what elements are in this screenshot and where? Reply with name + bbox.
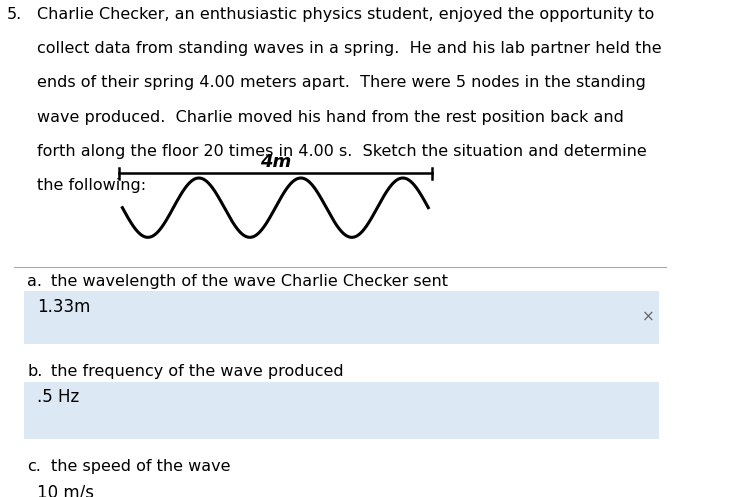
Text: b.: b. [27, 364, 43, 379]
Text: c.: c. [27, 459, 41, 474]
Text: .5 Hz: .5 Hz [38, 389, 80, 407]
Text: forth along the floor 20 times in 4.00 s.  Sketch the situation and determine: forth along the floor 20 times in 4.00 s… [38, 144, 647, 159]
FancyBboxPatch shape [24, 382, 660, 439]
Text: 1.33m: 1.33m [38, 298, 91, 316]
FancyBboxPatch shape [24, 291, 660, 344]
Text: ×: × [642, 310, 654, 325]
Text: 4m: 4m [260, 153, 291, 171]
Text: a.: a. [27, 274, 42, 289]
Text: 5.: 5. [7, 7, 22, 22]
Text: Charlie Checker, an enthusiastic physics student, enjoyed the opportunity to: Charlie Checker, an enthusiastic physics… [38, 7, 654, 22]
Text: the following:: the following: [38, 178, 147, 193]
Text: the wavelength of the wave Charlie Checker sent: the wavelength of the wave Charlie Check… [51, 274, 448, 289]
Text: collect data from standing waves in a spring.  He and his lab partner held the: collect data from standing waves in a sp… [38, 41, 662, 56]
Text: the speed of the wave: the speed of the wave [51, 459, 230, 474]
Text: 10 m/s: 10 m/s [38, 484, 94, 497]
Text: ends of their spring 4.00 meters apart.  There were 5 nodes in the standing: ends of their spring 4.00 meters apart. … [38, 76, 646, 90]
Text: the frequency of the wave produced: the frequency of the wave produced [51, 364, 343, 379]
Text: wave produced.  Charlie moved his hand from the rest position back and: wave produced. Charlie moved his hand fr… [38, 109, 624, 125]
FancyBboxPatch shape [24, 477, 660, 497]
